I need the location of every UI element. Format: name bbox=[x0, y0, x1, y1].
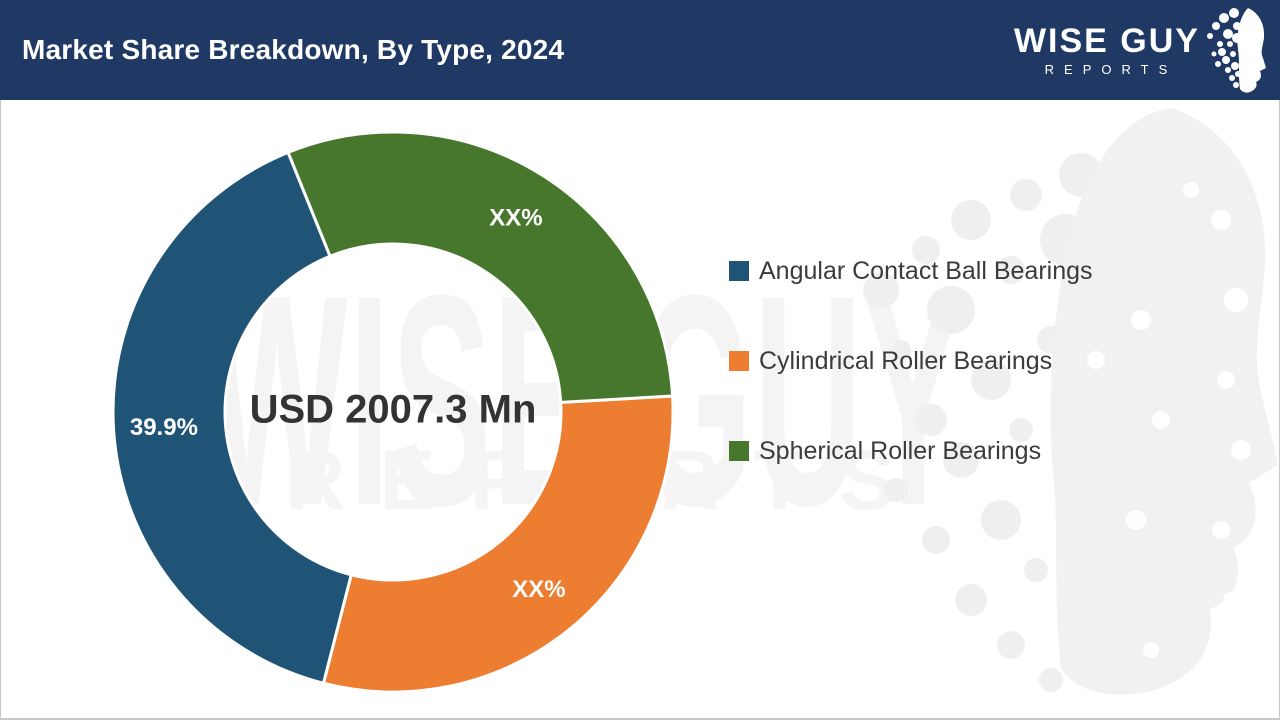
donut-center-value: USD 2007.3 Mn bbox=[249, 387, 537, 432]
brand-logo: WISE GUY REPORTS bbox=[1014, 6, 1266, 94]
watermark-face-holes bbox=[1087, 182, 1251, 658]
donut-segment-label: XX% bbox=[512, 576, 565, 603]
legend-item-angular-contact-ball-bearings: Angular Contact Ball Bearings bbox=[729, 257, 1093, 285]
brand-face-icon bbox=[1207, 8, 1266, 93]
legend-swatch-blue bbox=[729, 261, 749, 281]
brand-wordmark: WISE GUY REPORTS bbox=[1014, 24, 1200, 76]
legend-item-cylindrical-roller-bearings: Cylindrical Roller Bearings bbox=[729, 347, 1093, 375]
legend-item-spherical-roller-bearings: Spherical Roller Bearings bbox=[729, 437, 1093, 465]
brand-subname: REPORTS bbox=[1044, 62, 1178, 77]
donut-segment-label: 39.9% bbox=[130, 414, 198, 441]
legend-label: Cylindrical Roller Bearings bbox=[759, 346, 1053, 375]
donut-segment-cylindrical-roller-bearings bbox=[322, 394, 675, 694]
face-watermark bbox=[863, 108, 1278, 695]
donut-chart: 39.9% XX% XX% bbox=[111, 130, 675, 694]
legend-swatch-green bbox=[729, 441, 749, 461]
donut-segment-angular-contact-ball-bearings bbox=[111, 150, 353, 685]
page-title: Market Share Breakdown, By Type, 2024 bbox=[22, 34, 565, 65]
legend: Angular Contact Ball Bearings Cylindrica… bbox=[729, 257, 1093, 465]
chart-area: WISE GUY REPORTS bbox=[0, 100, 1280, 720]
legend-label: Angular Contact Ball Bearings bbox=[759, 256, 1093, 285]
header-bar: Market Share Breakdown, By Type, 2024 WI… bbox=[0, 0, 1280, 100]
legend-swatch-orange bbox=[729, 351, 749, 371]
legend-label: Spherical Roller Bearings bbox=[759, 436, 1042, 465]
donut-segment-spherical-roller-bearings bbox=[286, 130, 675, 404]
brand-face-profile bbox=[1237, 8, 1266, 93]
watermark-face-profile bbox=[1050, 108, 1278, 695]
donut-segment-label: XX% bbox=[489, 205, 542, 232]
brand-name: WISE GUY bbox=[1013, 22, 1200, 60]
